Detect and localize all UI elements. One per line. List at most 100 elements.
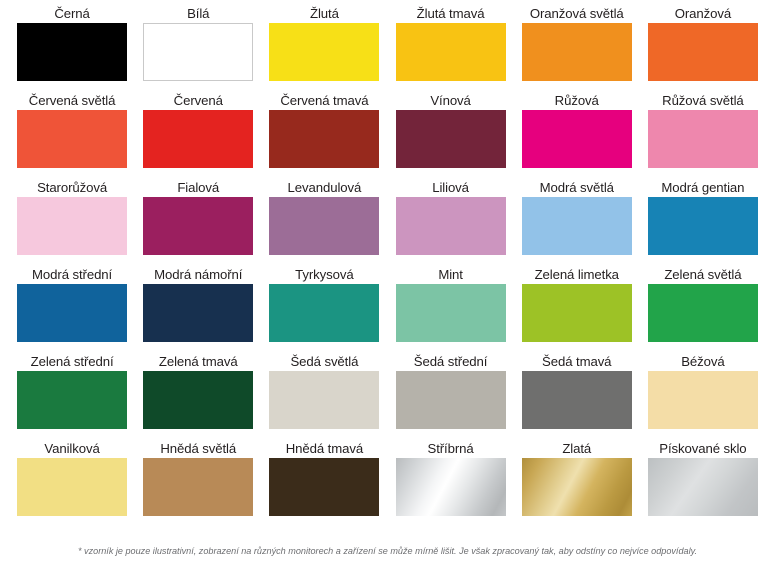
footnote-disclaimer: * vzorník je pouze ilustrativní, zobraze… (77, 546, 697, 556)
swatch-label: Vínová (430, 92, 471, 108)
swatch-label: Zelená světlá (664, 266, 742, 282)
color-swatch[interactable] (521, 458, 632, 516)
swatch-cell[interactable]: Zelená světlá (640, 265, 766, 352)
swatch-cell[interactable]: Fialová (135, 178, 261, 265)
swatch-cell[interactable]: Modrá gentian (640, 178, 766, 265)
color-swatch[interactable] (17, 197, 128, 255)
swatch-cell[interactable]: Zlatá (514, 439, 640, 526)
swatch-cell[interactable]: Starorůžová (9, 178, 135, 265)
swatch-label: Modrá gentian (661, 179, 745, 195)
color-swatch[interactable] (17, 371, 128, 429)
swatch-grid: Černá Bílá Žlutá Žlutá tmavá Oranžová světlá… (9, 4, 766, 526)
swatch-cell[interactable]: Modrá světlá (514, 178, 640, 265)
swatch-label: Zelená limetka (534, 266, 619, 282)
swatch-cell[interactable]: Růžová (514, 91, 640, 178)
color-swatch[interactable] (143, 371, 254, 429)
color-swatch[interactable] (269, 110, 380, 168)
swatch-cell[interactable]: Zelená střední (9, 352, 135, 439)
color-swatch[interactable] (647, 197, 758, 255)
color-swatch[interactable] (269, 23, 380, 81)
color-swatch[interactable] (143, 197, 254, 255)
color-swatch[interactable] (521, 197, 632, 255)
swatch-cell[interactable]: Stříbrná (387, 439, 513, 526)
swatch-cell[interactable]: Šedá tmavá (514, 352, 640, 439)
color-swatch[interactable] (269, 284, 380, 342)
color-swatch[interactable] (647, 23, 758, 81)
swatch-cell[interactable]: Šedá světlá (261, 352, 387, 439)
swatch-cell[interactable]: Červená světlá (9, 91, 135, 178)
color-swatch[interactable] (647, 110, 758, 168)
color-swatch[interactable] (17, 110, 128, 168)
color-swatch[interactable] (17, 458, 128, 516)
swatch-cell[interactable]: Mint (387, 265, 513, 352)
swatch-label: Fialová (177, 179, 220, 195)
swatch-label: Tyrkysová (295, 266, 354, 282)
color-swatch[interactable] (647, 458, 758, 516)
swatch-cell[interactable]: Modrá střední (9, 265, 135, 352)
swatch-cell[interactable]: Béžová (640, 352, 766, 439)
swatch-cell[interactable]: Pískované sklo (640, 439, 766, 526)
swatch-cell[interactable]: Černá (9, 4, 135, 91)
swatch-cell[interactable]: Hnědá světlá (135, 439, 261, 526)
color-swatch[interactable] (395, 110, 506, 168)
swatch-label: Zelená střední (30, 353, 114, 369)
color-swatch[interactable] (395, 23, 506, 81)
color-swatch[interactable] (395, 284, 506, 342)
color-swatch[interactable] (17, 284, 128, 342)
color-swatch[interactable] (395, 371, 506, 429)
swatch-cell[interactable]: Žlutá tmavá (387, 4, 513, 91)
swatch-cell[interactable]: Zelená tmavá (135, 352, 261, 439)
color-swatch[interactable] (521, 23, 632, 81)
swatch-cell[interactable]: Červená (135, 91, 261, 178)
swatch-cell[interactable]: Vanilková (9, 439, 135, 526)
color-swatch[interactable] (143, 458, 254, 516)
swatch-label: Hnědá světlá (160, 440, 237, 456)
swatch-cell[interactable]: Oranžová světlá (514, 4, 640, 91)
color-swatch[interactable] (143, 110, 254, 168)
swatch-cell[interactable]: Šedá střední (387, 352, 513, 439)
swatch-label: Žlutá tmavá (416, 5, 485, 21)
color-swatch[interactable] (521, 284, 632, 342)
swatch-cell[interactable]: Vínová (387, 91, 513, 178)
swatch-cell[interactable]: Liliová (387, 178, 513, 265)
swatch-cell[interactable]: Zelená limetka (514, 265, 640, 352)
color-swatch[interactable] (269, 458, 380, 516)
color-swatch[interactable] (521, 371, 632, 429)
swatch-cell[interactable]: Hnědá tmavá (261, 439, 387, 526)
swatch-label: Červená světlá (28, 92, 116, 108)
swatch-label: Liliová (432, 179, 469, 195)
color-swatch[interactable] (647, 371, 758, 429)
swatch-cell[interactable]: Oranžová (640, 4, 766, 91)
color-swatch[interactable] (143, 284, 254, 342)
color-swatch[interactable] (269, 197, 380, 255)
swatch-cell[interactable]: Žlutá (261, 4, 387, 91)
swatch-label: Modrá světlá (539, 179, 614, 195)
swatch-label: Hnědá tmavá (285, 440, 364, 456)
swatch-label: Pískované sklo (659, 440, 747, 456)
color-swatch[interactable] (17, 23, 128, 81)
color-swatch[interactable] (647, 284, 758, 342)
color-swatch[interactable] (395, 458, 506, 516)
swatch-label: Černá (54, 5, 90, 21)
swatch-cell[interactable]: Červená tmavá (261, 91, 387, 178)
color-swatch[interactable] (143, 23, 254, 81)
color-swatch[interactable] (521, 110, 632, 168)
swatch-label: Šedá tmavá (542, 353, 612, 369)
swatch-label: Vanilková (44, 440, 100, 456)
swatch-cell[interactable]: Bílá (135, 4, 261, 91)
swatch-label: Šedá střední (413, 353, 488, 369)
swatch-cell[interactable]: Levandulová (261, 178, 387, 265)
swatch-cell[interactable]: Růžová světlá (640, 91, 766, 178)
swatch-cell[interactable]: Tyrkysová (261, 265, 387, 352)
swatch-label: Růžová (554, 92, 599, 108)
swatch-label: Oranžová (674, 5, 732, 21)
swatch-cell[interactable]: Modrá námořní (135, 265, 261, 352)
color-swatch[interactable] (269, 371, 380, 429)
color-swatch[interactable] (395, 197, 506, 255)
swatch-label: Modrá střední (32, 266, 113, 282)
swatch-label: Růžová světlá (662, 92, 744, 108)
swatch-label: Oranžová světlá (529, 5, 624, 21)
swatch-label: Béžová (681, 353, 725, 369)
swatch-label: Žlutá (309, 5, 339, 21)
swatch-label: Levandulová (287, 179, 362, 195)
